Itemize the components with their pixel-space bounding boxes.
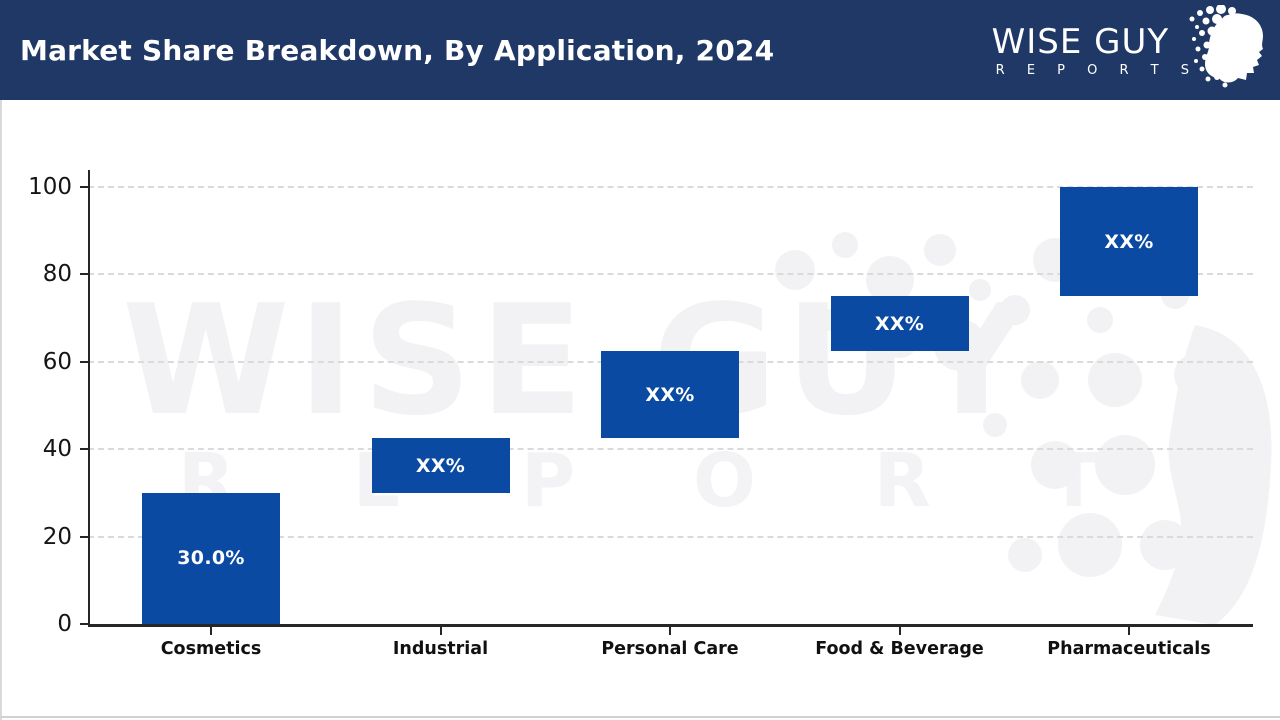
bar-personal-care: XX%: [601, 350, 739, 439]
gridline-y-20: [88, 535, 1253, 538]
x-tick-mark-4: [1128, 627, 1130, 635]
y-tick-label-40: 40: [42, 436, 72, 463]
y-tick-mark-100: [80, 186, 88, 188]
y-tick-label-80: 80: [42, 261, 72, 288]
y-tick-mark-80: [80, 273, 88, 276]
bar-cosmetics: 30.0%: [142, 492, 280, 624]
y-tick-mark-40: [80, 448, 88, 451]
x-category-label: Pharmaceuticals: [1047, 639, 1211, 659]
y-axis-spine: [88, 170, 90, 626]
left-edge-line: [0, 100, 2, 720]
x-tick-mark-3: [898, 627, 901, 635]
gridline-y-80: [88, 273, 1253, 276]
y-tick-label-0: 0: [57, 611, 72, 637]
x-category-label: Industrial: [392, 639, 489, 659]
watermark-sub-text: R E P O R T S: [178, 438, 1280, 524]
x-tick-mark-2: [669, 627, 671, 635]
x-category-label: Food & Beverage: [815, 639, 984, 659]
bar-industrial: XX%: [371, 438, 510, 493]
logo-sub-text: R E P O R T S: [995, 63, 1198, 78]
gridline-y-100: [88, 186, 1253, 188]
y-tick-label-20: 20: [42, 523, 72, 550]
wiseguy-logo: WISE GUY R E P O R T S: [992, 4, 1270, 96]
bar-value-label: XX%: [645, 383, 695, 406]
y-tick-mark-20: [80, 535, 88, 538]
bar-pharmaceuticals: XX%: [1060, 187, 1198, 297]
x-axis-spine: [88, 624, 1253, 627]
chart-title: Market Share Breakdown, By Application, …: [20, 33, 775, 67]
x-tick-mark-1: [439, 627, 442, 635]
gridline-y-40: [88, 448, 1253, 451]
bottom-rule-line: [0, 716, 1280, 718]
bar-value-label: 30.0%: [177, 547, 245, 570]
logo-text: WISE GUY R E P O R T S: [992, 22, 1198, 78]
bar-value-label: XX%: [415, 454, 466, 477]
bar-food-beverage: XX%: [830, 296, 969, 351]
wiseguy-face-icon: [1189, 5, 1263, 88]
x-category-label: Personal Care: [601, 639, 739, 659]
header-bar: Market Share Breakdown, By Application, …: [0, 0, 1280, 100]
y-tick-label-100: 100: [28, 174, 72, 200]
y-tick-label-60: 60: [42, 348, 72, 375]
x-category-label: Cosmetics: [160, 639, 262, 659]
y-tick-mark-60: [80, 360, 88, 363]
y-tick-mark-0: [80, 623, 88, 625]
bar-value-label: XX%: [874, 312, 925, 335]
logo-brand-text: WISE GUY: [991, 22, 1170, 62]
watermark-face-icon: [775, 232, 1272, 625]
x-tick-mark-0: [210, 627, 212, 635]
bar-value-label: XX%: [1104, 230, 1154, 253]
